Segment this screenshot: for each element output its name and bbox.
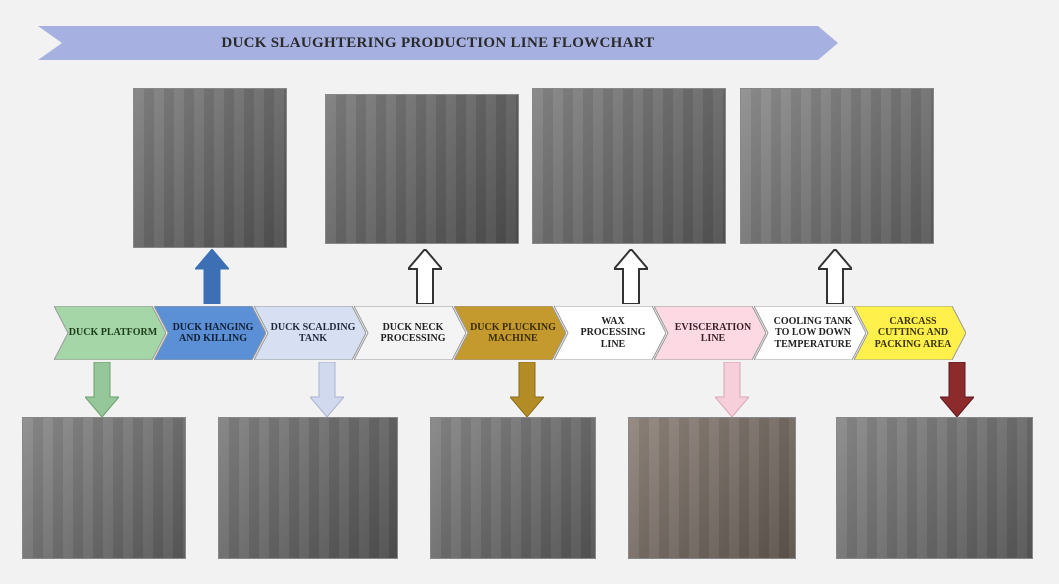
arrow-neck-processing-up [408, 249, 442, 304]
process-flow: DUCK PLATFORMDUCK HANGING AND KILLINGDUC… [54, 306, 1024, 360]
arrow-cooling-tank-up [818, 249, 852, 304]
photo-top-hanging-killing [133, 88, 287, 248]
flow-step-wax-processing: WAX PROCESSING LINE [554, 306, 666, 360]
flow-step-scalding-tank: DUCK SCALDING TANK [254, 306, 366, 360]
arrow-evisceration-down [715, 362, 749, 417]
photo-top-wax-processing [532, 88, 726, 244]
flow-step-label: COOLING TANK TO LOW DOWN TEMPERATURE [764, 306, 862, 360]
flow-step-cutting-packing: CARCASS CUTTING AND PACKING AREA [854, 306, 966, 360]
flow-step-neck-processing: DUCK NECK PROCESSING [354, 306, 466, 360]
arrow-hanging-killing-up [195, 249, 229, 304]
flow-step-label: DUCK PLUCKING MACHINE [464, 306, 562, 360]
arrow-duck-platform-down [85, 362, 119, 417]
flow-step-evisceration: EVISCERATION LINE [654, 306, 766, 360]
photo-bottom-evisceration [628, 417, 796, 559]
flow-step-label: EVISCERATION LINE [664, 306, 762, 360]
flow-step-label: DUCK HANGING AND KILLING [164, 306, 262, 360]
flow-step-label: CARCASS CUTTING AND PACKING AREA [864, 306, 962, 360]
arrow-wax-processing-up [614, 249, 648, 304]
flow-step-label: WAX PROCESSING LINE [564, 306, 662, 360]
photo-bottom-scalding-tank [218, 417, 398, 559]
flow-step-plucking-machine: DUCK PLUCKING MACHINE [454, 306, 566, 360]
arrow-cutting-packing-down [940, 362, 974, 417]
photo-bottom-duck-platform [22, 417, 186, 559]
photo-bottom-cutting-packing [836, 417, 1033, 559]
flow-step-cooling-tank: COOLING TANK TO LOW DOWN TEMPERATURE [754, 306, 866, 360]
page-title: DUCK SLAUGHTERING PRODUCTION LINE FLOWCH… [38, 26, 838, 60]
arrow-scalding-tank-down [310, 362, 344, 417]
flow-step-label: DUCK NECK PROCESSING [364, 306, 462, 360]
photo-top-neck-processing [325, 94, 519, 244]
photo-top-cooling-tank [740, 88, 934, 244]
flow-step-hanging-killing: DUCK HANGING AND KILLING [154, 306, 266, 360]
title-banner: DUCK SLAUGHTERING PRODUCTION LINE FLOWCH… [38, 26, 838, 60]
photo-bottom-plucking-machine [430, 417, 596, 559]
flow-step-label: DUCK SCALDING TANK [264, 306, 362, 360]
arrow-plucking-machine-down [510, 362, 544, 417]
flow-step-duck-platform: DUCK PLATFORM [54, 306, 166, 360]
flow-step-label: DUCK PLATFORM [64, 306, 162, 360]
